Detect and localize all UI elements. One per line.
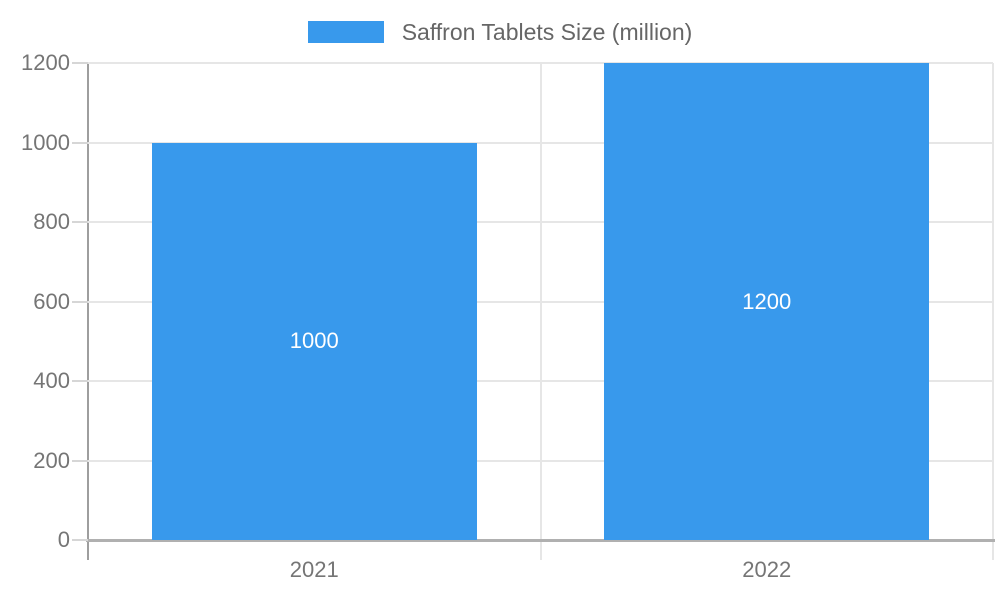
gridline-horizontal (88, 459, 993, 462)
y-tick-label: 600 (33, 288, 70, 314)
x-tick-label: 2021 (289, 557, 339, 582)
x-tick-label: 2022 (742, 557, 792, 582)
bar[interactable] (151, 142, 477, 540)
y-axis-tick (72, 380, 88, 382)
legend: Saffron Tablets Size (million) (0, 18, 1000, 46)
gridline-horizontal (88, 141, 993, 144)
gridline-vertical (992, 63, 994, 560)
gridline-horizontal (88, 380, 993, 382)
legend-swatch (307, 21, 384, 43)
y-tick-label: 400 (33, 368, 70, 393)
y-axis-tick (72, 221, 88, 223)
y-axis-tick (72, 141, 88, 144)
y-tick-label: 1200 (21, 50, 70, 75)
gridline-horizontal (88, 221, 993, 223)
y-axis-tick (72, 459, 88, 462)
y-tick-label: 1000 (21, 129, 70, 155)
y-tick-label: 800 (33, 209, 70, 234)
y-tick-label: 200 (33, 447, 70, 473)
y-tick-label: 0 (57, 527, 70, 552)
bar[interactable] (604, 63, 930, 540)
x-axis-baseline (86, 539, 995, 542)
y-axis-tick (72, 62, 88, 64)
bar-value-label: 1000 (289, 328, 339, 354)
y-axis-tick (72, 539, 88, 541)
y-axis-line (87, 63, 89, 560)
legend-item[interactable]: Saffron Tablets Size (million) (307, 19, 693, 45)
bar-value-label: 1200 (742, 288, 792, 314)
legend-label: Saffron Tablets Size (million) (401, 19, 693, 45)
gridline-vertical (539, 63, 542, 560)
gridline-horizontal (88, 300, 993, 303)
y-axis-tick (72, 300, 88, 303)
gridline-horizontal (88, 62, 993, 64)
